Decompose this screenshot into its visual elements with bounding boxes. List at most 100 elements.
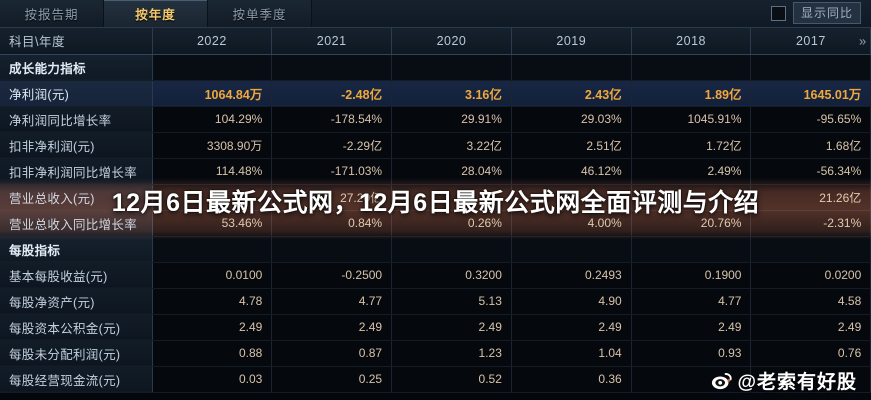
cell-value: 5.13 [391,288,512,315]
row-label: 营业总收入同比增长率 [0,210,153,237]
header-year-2017-label: 2017 [795,33,826,48]
table-header: 科目\年度 2022 2021 2020 2019 2018 2017 » [0,28,871,55]
cell-value: 0.76 [750,340,871,367]
table-body: 成长能力指标 净利润(元) 1064.84万 -2.48亿 3.16亿 2.43亿 1.89… [0,54,871,393]
tab-by-single-quarter[interactable]: 按单季度 [208,0,312,27]
chevron-right-double-icon[interactable]: » [859,33,866,49]
cell-value: 0.3200 [391,262,512,289]
cell-value: 104.29% [152,106,273,133]
cell-value: 1064.84万 [152,80,273,107]
cell-value: 0.93 [631,340,752,367]
cell-value: 46.12% [511,158,632,185]
cell-value [750,54,871,81]
row-label: 每股资本公积金(元) [0,314,153,341]
cell-value: 1045.91% [631,106,752,133]
cell-value: 0.1900 [631,262,752,289]
show-yoy-label: 显示同比 [792,2,861,24]
cell-value: -2.31% [750,210,871,237]
row-label: 每股净资产(元) [0,288,153,315]
row-label: 基本每股收益(元) [0,262,153,289]
tab-by-report-period[interactable]: 按报告期 [0,0,104,27]
tab-bar: 按报告期 按年度 按单季度 显示同比 [0,0,871,28]
cell-value: -178.54% [271,106,393,133]
cell-value [750,236,871,263]
cell-value: -0.2500 [271,262,393,289]
row-label: 扣非净利润(元) [0,132,153,159]
header-year-2020[interactable]: 2020 [391,28,512,55]
header-corner-label: 科目\年度 [0,28,153,55]
cell-value: 0.52 [391,366,512,393]
cell-value: 4.77 [271,288,393,315]
cell-value: 1.68亿 [750,132,871,159]
financial-table-wrapper: 科目\年度 2022 2021 2020 2019 2018 2017 » 成长… [0,28,871,393]
cell-value: 4.00% [511,210,632,237]
cell-value [152,184,273,211]
cell-value: 0.25 [271,366,393,393]
row-label: 每股指标 [0,236,153,263]
cell-value: 0.0100 [152,262,273,289]
cell-value: 1.23 [391,340,512,367]
cell-value [631,236,752,263]
table-row: 营业总收入(元) 27.20亿 21.26亿 [0,184,871,211]
cell-value: 4.58 [750,288,871,315]
tab-by-year[interactable]: 按年度 [104,0,208,27]
row-label: 营业总收入(元) [0,184,153,211]
cell-value [391,54,512,81]
cell-value [152,236,273,263]
cell-value: 21.26亿 [750,184,871,211]
cell-value: 0.2493 [511,262,632,289]
cell-value: 4.77 [631,288,752,315]
cell-value [391,236,512,263]
cell-value: -2.48亿 [271,80,393,107]
cell-value: 4.90 [511,288,632,315]
table-row: 每股未分配利润(元) 0.88 0.87 1.23 1.04 0.93 0.76 [0,340,871,367]
show-yoy-control[interactable]: 显示同比 [770,2,861,24]
cell-value [631,184,752,211]
cell-value: 2.49 [391,314,512,341]
cell-value [152,54,273,81]
cell-value: 2.49 [631,314,752,341]
financial-table: 科目\年度 2022 2021 2020 2019 2018 2017 » 成长… [0,28,871,393]
cell-value: 28.04% [391,158,512,185]
cell-value: 20.76% [631,210,752,237]
cell-value: 114.48% [152,158,273,185]
header-year-2021[interactable]: 2021 [271,28,393,55]
table-row: 每股净资产(元) 4.78 4.77 5.13 4.90 4.77 4.58 [0,288,871,315]
cell-value: 1645.01万 [750,80,871,107]
cell-value: 0.0200 [750,262,871,289]
cell-value: 2.49 [750,314,871,341]
header-year-2019[interactable]: 2019 [511,28,632,55]
header-year-2022[interactable]: 2022 [152,28,273,55]
cell-value: 3.22亿 [391,132,512,159]
row-label: 净利润同比增长率 [0,106,153,133]
cell-value: 2.43亿 [511,80,632,107]
cell-value: 0.26% [391,210,512,237]
cell-value [511,54,632,81]
table-row: 基本每股收益(元) 0.0100 -0.2500 0.3200 0.2493 0.1900… [0,262,871,289]
row-label: 每股未分配利润(元) [0,340,153,367]
cell-value: 2.49 [511,314,632,341]
header-year-2018[interactable]: 2018 [631,28,752,55]
row-label: 每股经营现金流(元) [0,366,153,393]
table-row: 净利润同比增长率 104.29% -178.54% 29.91% 29.03% 1045.… [0,106,871,133]
row-label: 成长能力指标 [0,54,153,81]
table-row: 每股经营现金流(元) 0.03 0.25 0.52 0.36 [0,366,871,393]
cell-value [750,366,871,393]
cell-value: 0.84% [271,210,393,237]
table-row: 扣非净利润同比增长率 114.48% -171.03% 28.04% 46.12% 2.4… [0,158,871,185]
cell-value: -56.34% [750,158,871,185]
cell-value: 0.88 [152,340,273,367]
cell-value: 1.89亿 [631,80,752,107]
header-year-2017[interactable]: 2017 » [750,28,871,55]
cell-value: 1.04 [511,340,632,367]
cell-value [271,54,393,81]
table-section-row: 每股指标 [0,236,871,263]
cell-value [631,54,752,81]
table-header-row: 科目\年度 2022 2021 2020 2019 2018 2017 » [0,28,871,55]
show-yoy-checkbox[interactable] [770,5,786,21]
table-row: 扣非净利润(元) 3308.90万 -2.29亿 3.22亿 2.51亿 1.72亿 1.6… [0,132,871,159]
cell-value [631,366,752,393]
cell-value: 4.78 [152,288,273,315]
cell-value: 27.20亿 [271,184,393,211]
